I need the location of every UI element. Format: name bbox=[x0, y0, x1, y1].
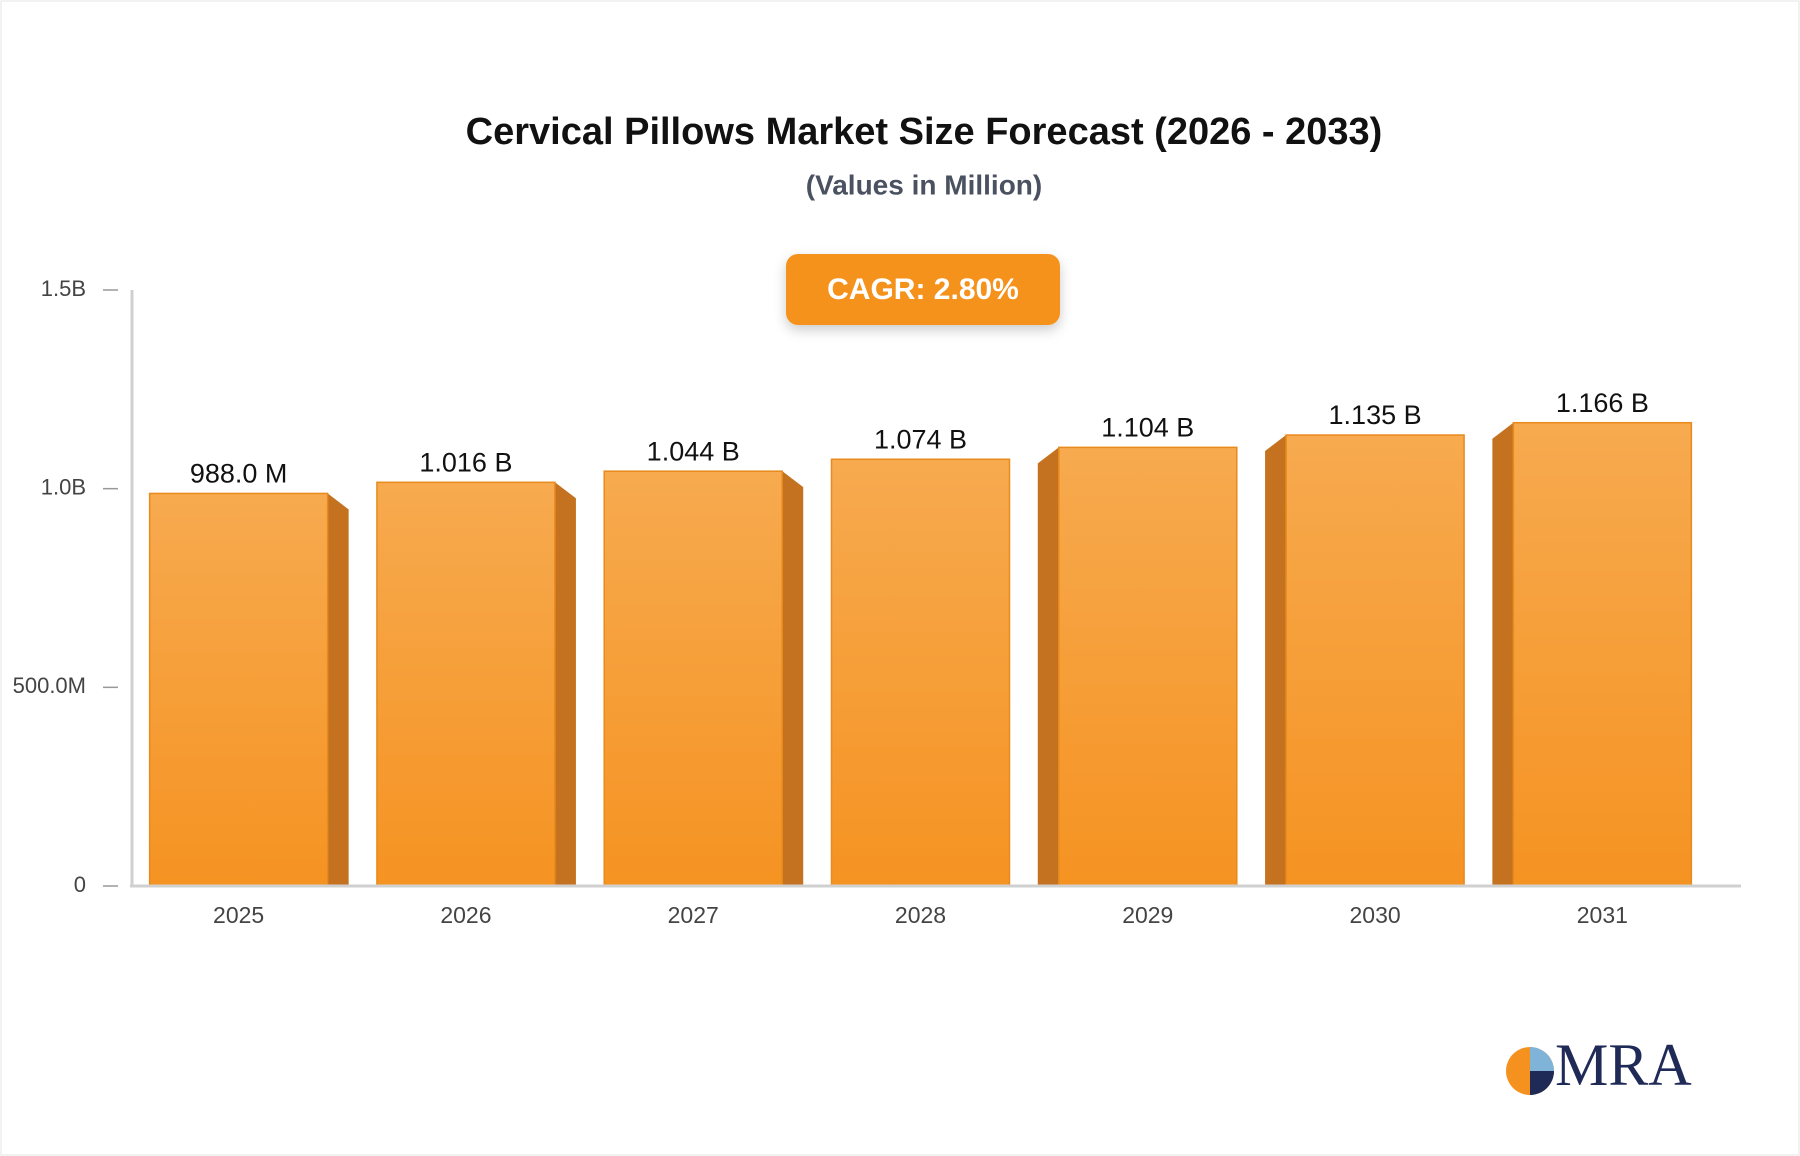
bar bbox=[148, 492, 329, 887]
cagr-badge bbox=[786, 254, 1060, 325]
x-tick-label: 2026 bbox=[440, 902, 491, 928]
bar bbox=[1512, 421, 1693, 887]
value-label: 1.044 B bbox=[647, 436, 740, 466]
chart-subtitle: (Values in Million) bbox=[806, 169, 1042, 200]
bar bbox=[830, 458, 1011, 887]
cagr-label: CAGR: 2.80% bbox=[827, 273, 1019, 306]
logo-slice bbox=[1530, 1047, 1554, 1071]
bar-side bbox=[1492, 422, 1514, 886]
bar bbox=[1285, 434, 1465, 887]
chart-title: Cervical Pillows Market Size Forecast (2… bbox=[466, 111, 1383, 153]
x-tick-label: 2025 bbox=[213, 902, 264, 928]
y-tick-label: 500.0M bbox=[13, 673, 86, 698]
x-tick-label: 2027 bbox=[668, 902, 719, 928]
bar-side bbox=[1037, 447, 1059, 886]
x-tick-label: 2031 bbox=[1577, 902, 1628, 928]
x-tick-label: 2030 bbox=[1349, 902, 1400, 928]
x-tick-label: 2028 bbox=[895, 902, 946, 928]
logo: MRA bbox=[1506, 1032, 1692, 1098]
bar-side bbox=[327, 493, 349, 886]
logo-slice bbox=[1530, 1071, 1554, 1095]
x-tick-label: 2029 bbox=[1122, 902, 1173, 928]
bar-side bbox=[1265, 435, 1287, 886]
value-label: 1.016 B bbox=[419, 447, 512, 477]
bar-side bbox=[782, 471, 804, 886]
value-label: 1.104 B bbox=[1101, 412, 1194, 442]
y-tick-label: 0 bbox=[74, 872, 86, 897]
value-label: 1.135 B bbox=[1329, 400, 1422, 430]
y-tick-label: 1.0B bbox=[41, 474, 86, 499]
bar bbox=[603, 470, 783, 887]
value-label: 1.166 B bbox=[1556, 388, 1649, 418]
bar bbox=[1058, 446, 1238, 887]
y-tick-label: 1.5B bbox=[41, 276, 86, 301]
value-label: 1.074 B bbox=[874, 424, 967, 454]
value-label: 988.0 M bbox=[190, 459, 288, 489]
bar-side bbox=[554, 482, 576, 886]
bar bbox=[376, 481, 556, 887]
logo-text: MRA bbox=[1555, 1032, 1692, 1098]
